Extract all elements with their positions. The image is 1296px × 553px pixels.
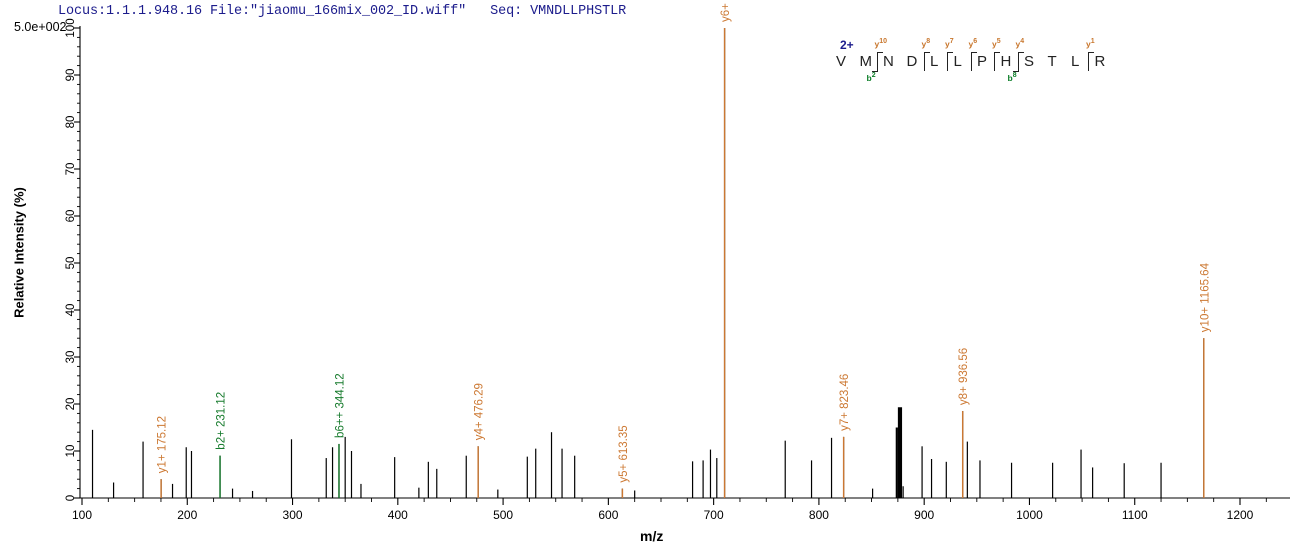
y-ion-letter: y [874,38,880,49]
peak-annotation-label: y4+ 476.29 [474,383,486,440]
y-ion-letter: y [1086,38,1091,49]
y-ion-bracket [1088,52,1094,71]
b-ion-index: 8 [1012,72,1017,79]
peak-annotation-label: y6+ 710.39 [720,0,732,22]
peak-annotation-label: y5+ 613.35 [618,425,630,482]
annotated-peak: y5+ 613.35 [618,425,630,498]
b-ion-letter: b [866,72,872,83]
intensity-scale-label: 5.0e+002 [14,20,67,34]
x-axis-tick-label: 900 [914,508,934,522]
x-axis-tick-label: 800 [809,508,829,522]
b-ion-letter: b [1007,72,1013,83]
annotated-peak: y7+ 823.46 [839,374,851,498]
y-ion-index: 6 [973,38,978,45]
x-axis-tick-label: 1100 [1122,508,1148,522]
x-axis-tick-label: 200 [177,508,197,522]
y-ion-bracket [970,52,977,71]
y-axis-tick-label: 90 [65,69,77,82]
x-axis-tick-label: 600 [598,508,618,522]
ladder-residue: D [906,53,918,70]
y-ion-index: 8 [926,38,931,45]
y-ion-index: 10 [879,38,888,45]
annotated-peak: b6++ 344.12 [334,373,346,498]
y-ion-index: 7 [949,38,954,45]
y-axis-tick-label: 60 [65,210,77,223]
x-axis-tick-label: 100 [72,508,92,522]
y-ion-label: y4 [1016,38,1025,49]
b-ion-bracket [1012,54,1019,72]
peak-annotation-label: y8+ 936.56 [958,348,970,405]
b-ion-label: b8 [1008,72,1017,83]
y-axis-tick-label: 30 [65,351,77,364]
y-ion-index: 4 [1020,38,1025,45]
annotated-peak: y1+ 175.12 [157,416,169,498]
x-axis-tick-label: 1200 [1227,508,1254,522]
y-ion-index: 5 [996,38,1001,45]
precursor-charge-label: 2+ [840,38,854,52]
ladder-residue: R [1094,53,1106,70]
peak-annotation-label: y7+ 823.46 [839,374,851,431]
annotated-peak: y10+ 1165.64 [1199,262,1211,498]
x-axis-tick-label: 300 [283,508,303,522]
x-axis-label: m/z [640,528,664,544]
ladder-residue: V [836,53,847,70]
y-axis-tick-label: 0 [65,495,77,501]
y-axis-tick-label: 70 [65,163,77,176]
ladder-residue: P [977,53,988,70]
y-ion-label: y7 [945,38,954,49]
y-ion-label: y5 [992,38,1001,49]
ladder-residue: N [883,53,894,70]
y-ion-label: y6 [969,38,978,49]
y-ion-label: y10 [875,38,888,49]
ladder-residue: S [1024,53,1035,70]
y-axis-tick-label: 80 [65,116,77,129]
y-ion-bracket [923,52,930,71]
ladder-residue: M [859,53,873,70]
y-ion-letter: y [921,38,927,49]
ladder-residue: T [1047,53,1057,70]
peak-annotation-label: b2+ 231.12 [216,392,228,450]
y-axis-tick-label: 50 [65,257,77,270]
y-axis-tick-label: 20 [65,398,77,411]
y-axis-tick-label: 10 [65,445,77,458]
y-ion-letter: y [1015,38,1021,49]
y-ion-label: y8 [922,38,931,49]
x-axis-tick-label: 400 [388,508,408,522]
ladder-residue: L [1071,53,1080,70]
y-ion-letter: y [945,38,950,49]
y-axis-tick-label: 40 [65,304,77,317]
x-axis-tick-label: 500 [493,508,513,522]
y-ion-letter: y [968,38,974,49]
annotated-peak: y4+ 476.29 [474,383,486,498]
b-ion-index: 2 [871,72,876,79]
y-ion-bracket [947,52,953,71]
annotated-peak: y6+ 710.39 [720,0,732,498]
peak-annotation-label: b6++ 344.12 [334,373,346,438]
peak-annotation-label: y10+ 1165.64 [1199,262,1211,332]
annotated-peak: b2+ 231.12 [216,392,228,498]
b-ion-bracket [871,54,878,72]
y-axis-tick-label: 100 [65,18,77,37]
ladder-residue: L [953,53,962,70]
spectrum-header-title: Locus:1.1.1.948.16 File:"jiaomu_166mix_0… [58,4,627,19]
ladder-residue: H [1000,53,1012,70]
y-ion-label: y1 [1086,38,1095,49]
x-axis-tick-label: 1000 [1016,508,1043,522]
ladder-residue: L [930,53,939,70]
peak-annotation-label: y1+ 175.12 [157,416,169,473]
annotated-peak: y8+ 936.56 [958,348,970,498]
b-ion-label: b2 [867,72,876,83]
y-ion-letter: y [992,38,997,49]
x-axis-tick-label: 700 [704,508,724,522]
y-ion-index: 1 [1090,38,1095,45]
y-ion-bracket [994,52,1000,71]
